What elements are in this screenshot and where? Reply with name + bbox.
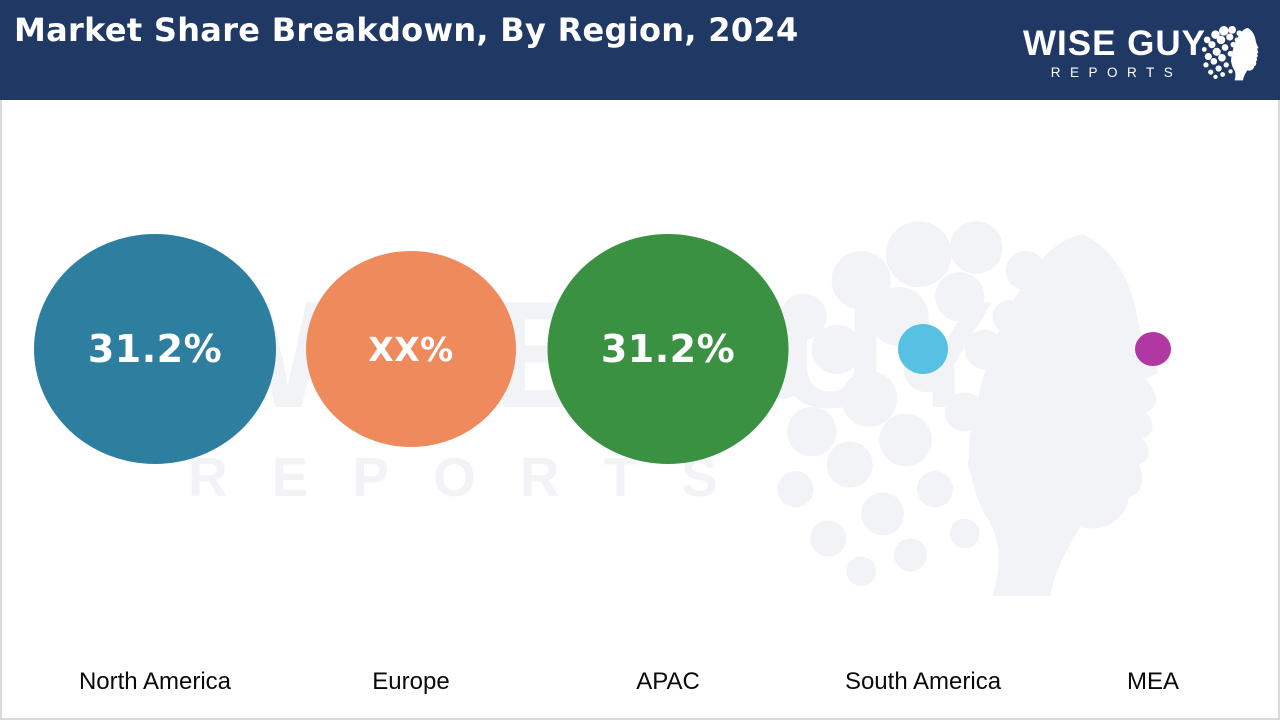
bubble-value-label: 31.2%	[87, 327, 223, 371]
bubble-circle-south-america	[898, 324, 948, 374]
region-label-south-america: South America	[844, 668, 1002, 695]
bubble-group-north-america: 31.2% North America	[5, 100, 305, 718]
region-label-north-america: North America	[78, 668, 232, 695]
chart-area: WISE GUY REPORTS 31.2% North America XX%…	[0, 100, 1280, 720]
bubble-group-mea: MEA	[1003, 100, 1278, 718]
bubble-value-label: XX%	[368, 329, 454, 369]
bubble-circle-mea	[1135, 332, 1171, 366]
region-label-apac: APAC	[636, 668, 700, 695]
logo-text: WISE GUY REPORTS	[1022, 24, 1206, 80]
head-profile-icon	[1201, 26, 1259, 81]
bubble-group-apac: 31.2% APAC	[518, 100, 818, 718]
bubble-circle-apac: 31.2%	[547, 234, 789, 464]
page-title: Market Share Breakdown, By Region, 2024	[14, 11, 799, 49]
bubble-circle-north-america: 31.2%	[34, 234, 276, 464]
bubble-value-label: 31.2%	[600, 327, 736, 371]
wiseguy-logo: WISE GUY REPORTS	[1023, 6, 1262, 100]
logo-wordmark: WISE GUY	[1022, 24, 1206, 64]
header-bar: Market Share Breakdown, By Region, 2024 …	[0, 0, 1280, 100]
region-label-mea: MEA	[1126, 668, 1179, 695]
region-label-europe: Europe	[372, 668, 450, 695]
bubble-circle-europe: XX%	[306, 251, 516, 447]
bubble-group-europe: XX% Europe	[261, 100, 561, 718]
logo-reports-text: REPORTS	[1050, 64, 1183, 80]
